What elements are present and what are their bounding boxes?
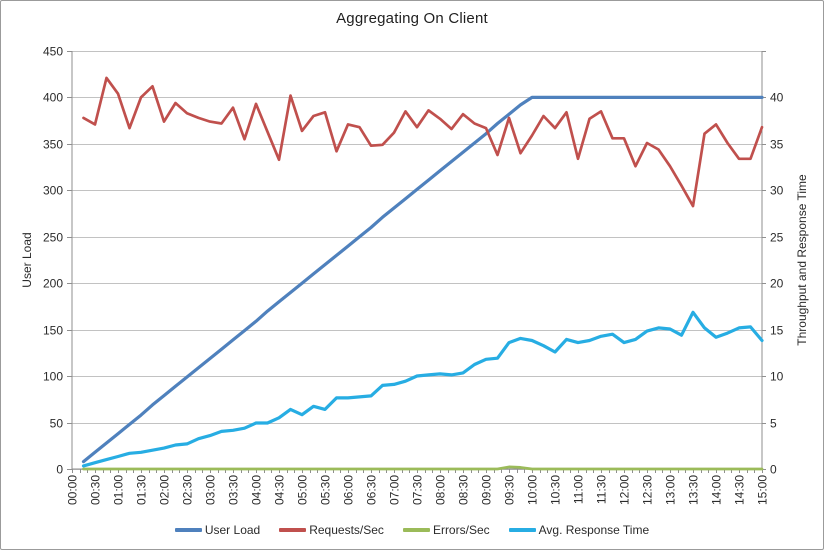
right-axis-tick-label: 35: [770, 138, 784, 152]
left-axis-title: User Load: [20, 232, 34, 287]
gridlines: [72, 51, 762, 470]
chart-title: Aggregating On Client: [336, 10, 488, 27]
x-axis-tick-label: 05:00: [296, 475, 310, 505]
legend-item-user-load: User Load: [174, 523, 261, 537]
x-axis-tick-label: 15:00: [756, 475, 770, 505]
left-axis-tick-label: 350: [43, 138, 63, 152]
x-axis-tick-label: 10:00: [526, 475, 540, 505]
x-axis-tick-label: 03:00: [204, 475, 218, 505]
series-line-requests-sec: [82, 76, 764, 208]
x-axis-tick-label: 06:30: [365, 475, 379, 505]
x-axis-tick-label: 02:30: [181, 475, 195, 505]
x-axis-tick-label: 09:30: [503, 475, 517, 505]
legend-item-errors-sec: Errors/Sec: [402, 523, 490, 537]
left-axis-tick-label: 50: [50, 417, 64, 431]
x-axis-tick-label: 13:00: [664, 475, 678, 505]
x-axis-tick-label: 08:30: [457, 475, 471, 505]
legend-line-swatch-avg-response-time: [508, 528, 536, 532]
left-axis-tick-label: 200: [43, 277, 63, 291]
data-series: [81, 76, 764, 471]
right-axis-tick-label: 15: [770, 324, 784, 338]
left-axis-tick-label: 450: [43, 45, 63, 59]
x-axis-tick-label: 01:00: [112, 475, 126, 505]
axes: [67, 51, 766, 473]
legend-line-swatch-user-load: [174, 528, 202, 532]
left-axis-tick-label: 100: [43, 370, 63, 384]
x-axis-tick-label: 12:30: [641, 475, 655, 505]
right-axis-tick-label: 25: [770, 231, 784, 245]
right-axis-title: Throughput and Response Time: [795, 174, 809, 346]
legend-item-requests-sec: Requests/Sec: [279, 523, 384, 537]
x-axis-tick-label: 08:00: [434, 475, 448, 505]
x-axis-tick-label: 12:00: [618, 475, 632, 505]
axis-tick-labels: 0 0 50 5 100 10 150 15 200 20 250 25 300 30 350 35 400 40…: [43, 45, 784, 506]
x-axis-tick-label: 09:00: [480, 475, 494, 505]
legend: User Load Requests/Sec Errors/Sec Avg. Resp…: [1, 520, 823, 540]
x-axis-tick-label: 05:30: [319, 475, 333, 505]
x-axis-tick-label: 10:30: [549, 475, 563, 505]
series-line-avg-response-time: [81, 310, 764, 468]
legend-label-user-load: User Load: [204, 523, 261, 537]
left-axis-tick-label: 0: [56, 463, 63, 477]
x-axis-tick-label: 14:00: [710, 475, 724, 505]
legend-label-avg-response-time: Avg. Response Time: [538, 523, 650, 537]
left-axis-tick-label: 300: [43, 184, 63, 198]
x-axis-tick-label: 00:00: [66, 475, 80, 505]
legend-item-avg-response-time: Avg. Response Time: [508, 523, 650, 537]
x-axis-tick-label: 07:00: [388, 475, 402, 505]
right-axis-tick-label: 5: [770, 417, 777, 431]
x-axis-tick-label: 02:00: [158, 475, 172, 505]
left-axis-tick-label: 250: [43, 231, 63, 245]
legend-label-requests-sec: Requests/Sec: [309, 523, 384, 537]
legend-label-errors-sec: Errors/Sec: [432, 523, 490, 537]
x-axis-tick-label: 06:00: [342, 475, 356, 505]
legend-line-swatch-errors-sec: [402, 528, 430, 532]
right-axis-tick-label: 40: [770, 91, 784, 105]
x-axis-tick-label: 11:30: [595, 475, 609, 504]
right-axis-tick-label: 10: [770, 370, 784, 384]
series-line-errors-sec: [82, 465, 764, 471]
right-axis-tick-label: 30: [770, 184, 784, 198]
x-axis-tick-label: 11:00: [572, 475, 586, 504]
legend-line-swatch-requests-sec: [279, 528, 307, 532]
left-axis-tick-label: 400: [43, 91, 63, 105]
right-axis-tick-label: 20: [770, 277, 784, 291]
series-line-user-load: [81, 95, 764, 464]
x-axis-tick-label: 13:30: [687, 475, 701, 505]
x-axis-tick-label: 07:30: [411, 475, 425, 505]
x-axis-tick-label: 03:30: [227, 475, 241, 505]
x-axis-tick-label: 00:30: [89, 475, 103, 505]
x-axis-tick-label: 04:30: [273, 475, 287, 505]
x-axis-tick-label: 04:00: [250, 475, 264, 505]
right-axis-tick-label: 0: [770, 463, 777, 477]
left-axis-tick-label: 150: [43, 324, 63, 338]
x-axis-tick-label: 01:30: [135, 475, 149, 505]
x-axis-tick-label: 14:30: [733, 475, 747, 505]
